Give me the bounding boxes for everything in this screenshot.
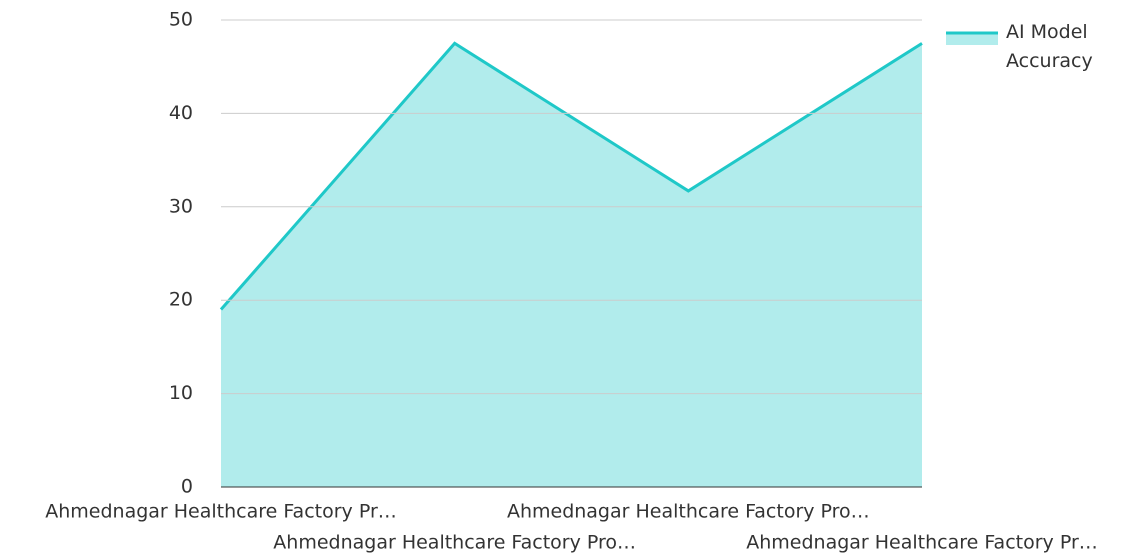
legend-label: AI Model Accuracy <box>1006 21 1093 72</box>
y-tick-label: 0 <box>181 476 193 498</box>
x-tick-label: Ahmednagar Healthcare Factory Pr… <box>45 501 397 523</box>
y-tick-label: 40 <box>169 102 193 124</box>
x-tick-label: Ahmednagar Healthcare Factory Pro… <box>507 501 870 523</box>
y-tick-label: 30 <box>169 195 193 217</box>
area-line <box>219 41 923 311</box>
y-tick-label: 20 <box>169 289 193 311</box>
x-tick-label: Ahmednagar Healthcare Factory Pro… <box>273 532 636 554</box>
y-tick-label: 50 <box>169 9 193 31</box>
y-tick-label: 10 <box>169 382 193 404</box>
legend-swatch-fill <box>946 33 998 45</box>
x-tick-label: Ahmednagar Healthcare Factory Pr… <box>746 532 1098 554</box>
